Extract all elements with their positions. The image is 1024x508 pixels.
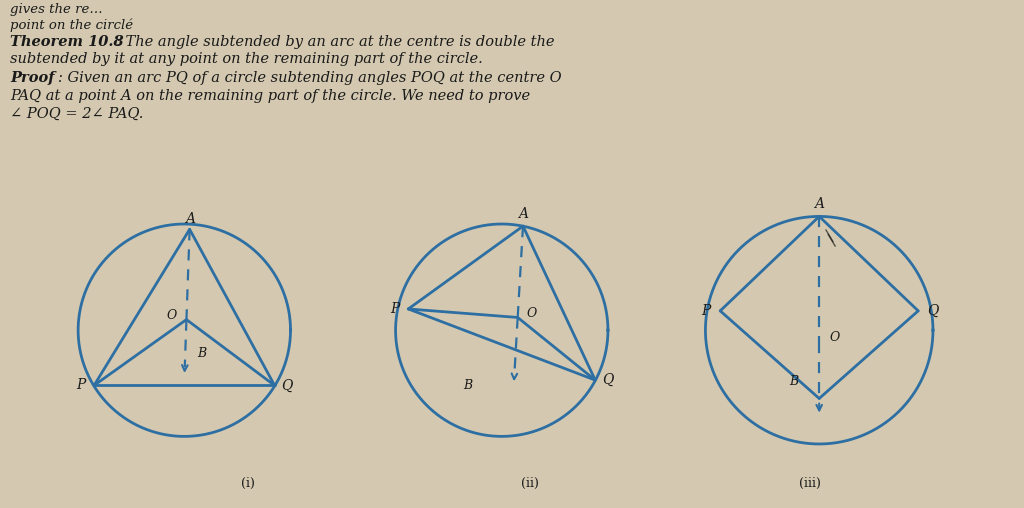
Text: subtended by it at any point on the remaining part of the circle.: subtended by it at any point on the rema… (10, 52, 482, 66)
Text: gives the re…: gives the re… (10, 3, 102, 16)
Text: : The angle subtended by an arc at the centre is double the: : The angle subtended by an arc at the c… (116, 35, 555, 49)
Text: A: A (518, 207, 528, 221)
Text: O: O (167, 309, 177, 322)
Text: Proof: Proof (10, 71, 54, 85)
Text: Q: Q (602, 373, 613, 387)
Text: (ii): (ii) (521, 477, 539, 490)
Text: Theorem 10.8: Theorem 10.8 (10, 35, 124, 49)
Text: O: O (526, 307, 537, 320)
Text: PAQ at a point A on the remaining part of the circle. We need to prove: PAQ at a point A on the remaining part o… (10, 89, 530, 103)
Text: Q: Q (928, 304, 939, 318)
Text: A: A (184, 212, 195, 226)
Text: O: O (830, 331, 841, 343)
Text: Q: Q (282, 378, 293, 392)
Text: A: A (814, 197, 824, 211)
Text: P: P (390, 302, 399, 316)
Text: B: B (197, 347, 206, 360)
Text: (iii): (iii) (799, 477, 821, 490)
Text: (i): (i) (241, 477, 255, 490)
Text: P: P (700, 304, 710, 318)
Text: : Given an arc PQ of a circle subtending angles POQ at the centre O: : Given an arc PQ of a circle subtending… (58, 71, 561, 85)
Text: P: P (77, 378, 86, 392)
Text: B: B (790, 375, 799, 388)
Text: ∠ POQ = 2∠ PAQ.: ∠ POQ = 2∠ PAQ. (10, 107, 143, 121)
Text: B: B (463, 379, 472, 392)
Text: point on the circlé: point on the circlé (10, 18, 133, 31)
